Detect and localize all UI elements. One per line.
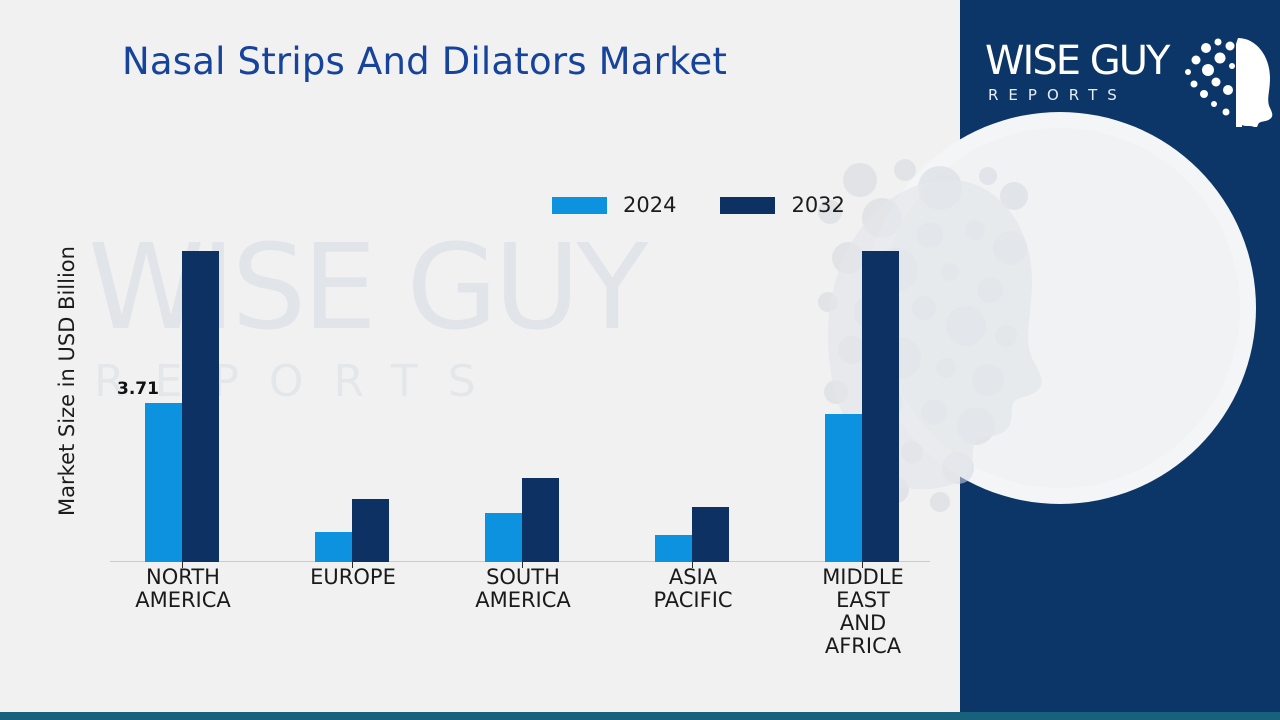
logo-primary-text: WISE GUY — [985, 38, 1170, 84]
legend-item-2032[interactable]: 2032 — [720, 193, 845, 217]
logo-secondary-text: REPORTS — [988, 86, 1127, 104]
brand-logo: WISE GUY REPORTS — [985, 38, 1273, 128]
page-title: Nasal Strips And Dilators Market — [122, 40, 728, 83]
logo-dotted-head-icon — [1180, 32, 1275, 128]
x-axis-category-label: ASIA PACIFIC — [653, 565, 733, 612]
x-axis-tick — [862, 561, 863, 568]
x-axis-category-label: NORTH AMERICA — [135, 565, 231, 612]
x-axis-tick — [352, 561, 353, 568]
bar-2024[interactable] — [825, 414, 862, 562]
decorative-circle-inner — [880, 128, 1240, 488]
bar-2032[interactable] — [692, 507, 729, 562]
x-axis-tick — [522, 561, 523, 568]
bar-2024[interactable] — [485, 513, 522, 562]
bar-2032[interactable] — [522, 478, 559, 562]
legend-label-2032: 2032 — [791, 193, 845, 217]
y-axis-title-text: Market Size in USD Billion — [55, 246, 79, 516]
bottom-accent-strip — [0, 712, 1280, 720]
bar-2032[interactable] — [352, 499, 389, 562]
bar-2032[interactable] — [862, 251, 899, 562]
y-axis-title: Market Size in USD Billion — [52, 196, 82, 566]
legend-label-2024: 2024 — [623, 193, 677, 217]
legend-swatch-2032 — [720, 196, 776, 214]
x-axis-tick — [182, 561, 183, 568]
x-axis-category-label: MIDDLE EAST AND AFRICA — [822, 565, 904, 658]
chart-legend: 2024 2032 — [552, 193, 845, 217]
plot-area: 3.71 — [110, 170, 930, 568]
bar-data-label: 3.71 — [117, 379, 159, 399]
bar-2024[interactable] — [145, 403, 182, 562]
x-axis-category-label: SOUTH AMERICA — [475, 565, 571, 612]
bar-2024[interactable] — [655, 535, 692, 562]
legend-item-2024[interactable]: 2024 — [552, 193, 676, 217]
bar-2024[interactable] — [315, 532, 352, 562]
bar-2032[interactable] — [182, 251, 219, 562]
x-axis-category-label: EUROPE — [310, 565, 396, 589]
x-axis-tick — [692, 561, 693, 568]
legend-swatch-2024 — [552, 196, 607, 214]
